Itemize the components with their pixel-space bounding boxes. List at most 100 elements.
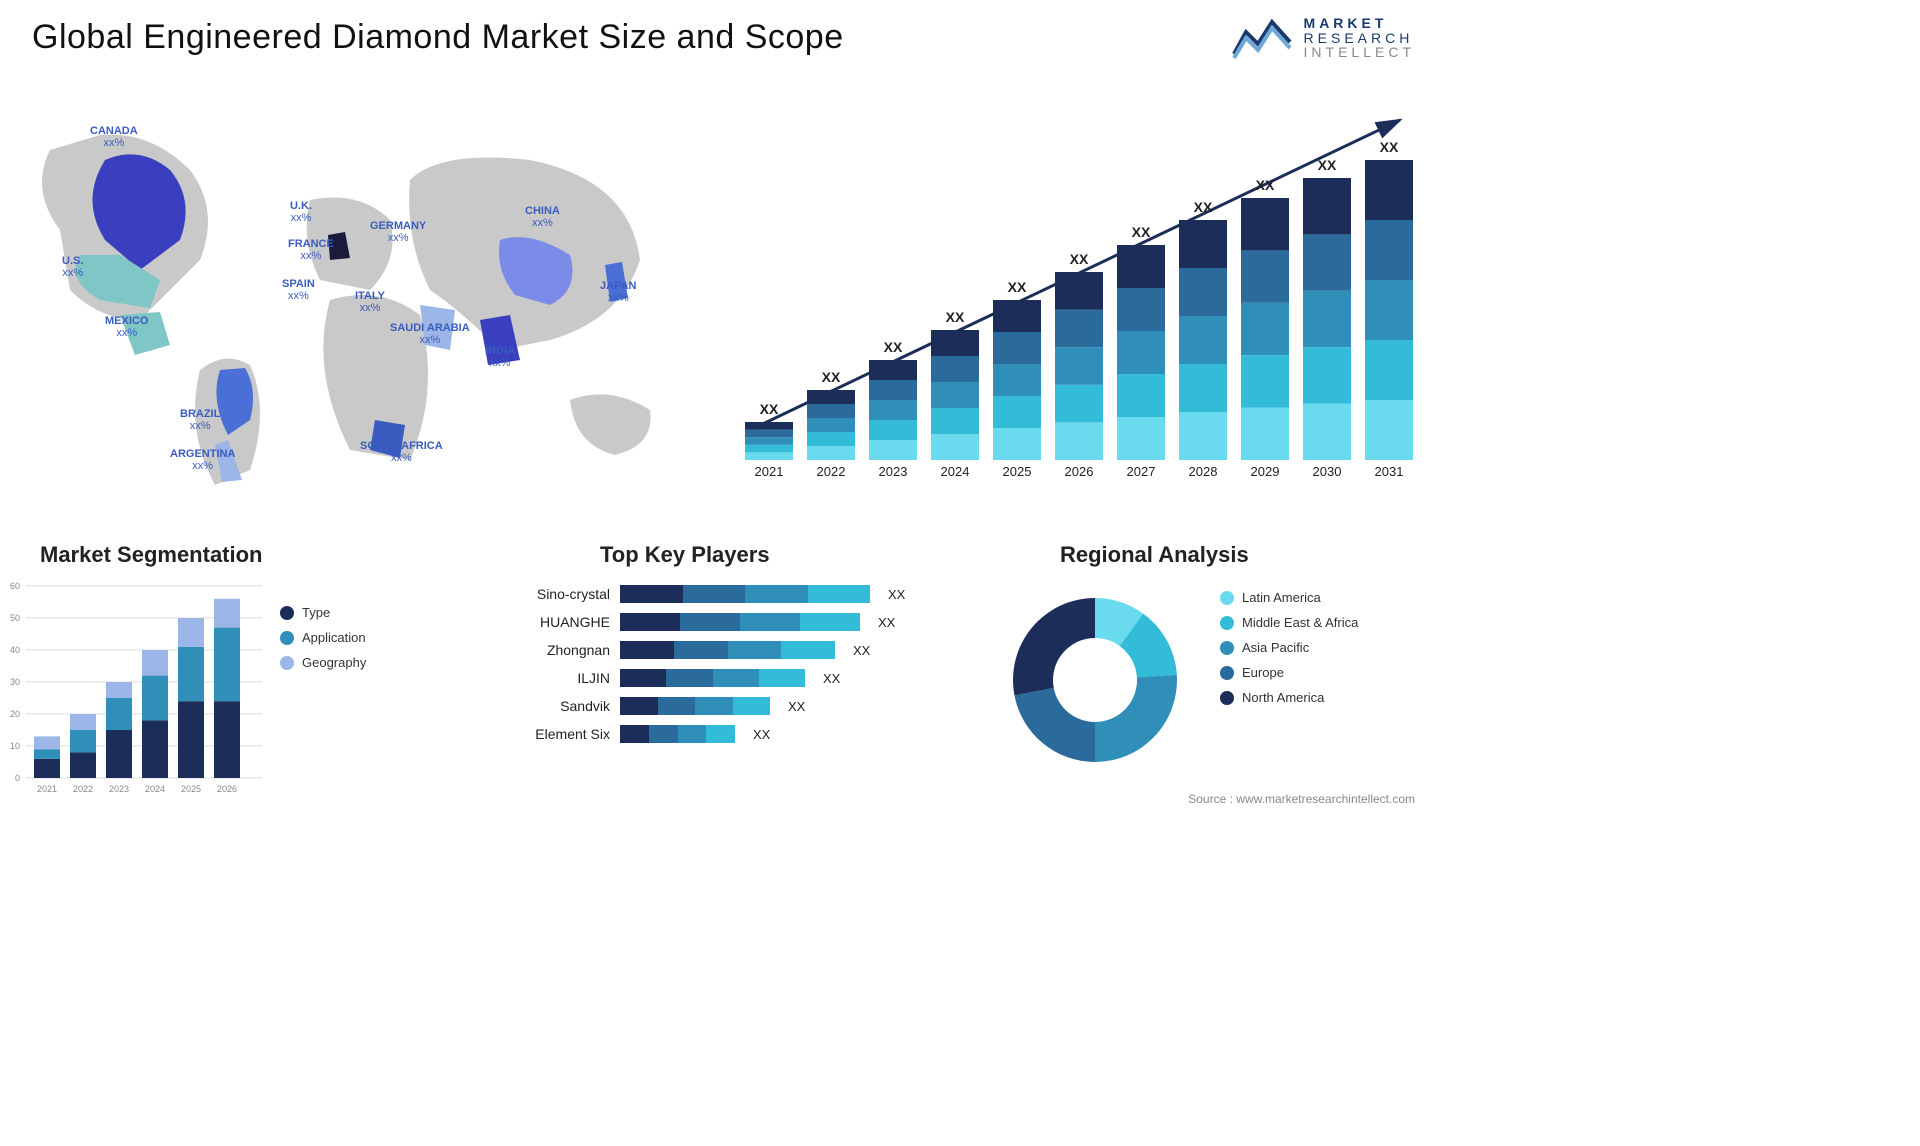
- keyplayer-row: Zhongnan XX: [500, 641, 960, 659]
- map-label-france: FRANCExx%: [288, 238, 334, 262]
- growth-svg: 2021 XX 2022 XX 2023 XX 2024 XX 2025 XX 2026 XX 2027…: [730, 100, 1420, 490]
- logo-icon: [1232, 14, 1292, 62]
- svg-text:0: 0: [15, 773, 20, 783]
- segmentation-title: Market Segmentation: [40, 542, 263, 568]
- keyplayers-rows: Sino-crystal XX HUANGHE XX Zhongnan XX ILJIN XX…: [500, 585, 960, 753]
- svg-text:2022: 2022: [73, 784, 93, 794]
- regional-legend-item: Latin America: [1220, 590, 1358, 605]
- svg-text:2025: 2025: [1003, 464, 1032, 479]
- svg-text:10: 10: [10, 741, 20, 751]
- segmentation-legend-item: Type: [280, 605, 366, 620]
- regional-legend-item: North America: [1220, 690, 1358, 705]
- map-label-germany: GERMANYxx%: [370, 220, 426, 244]
- segmentation-legend: Type Application Geography: [280, 605, 366, 680]
- svg-text:XX: XX: [760, 401, 779, 417]
- keyplayer-label: ILJIN: [500, 670, 610, 686]
- svg-text:XX: XX: [1070, 251, 1089, 267]
- keyplayer-label: HUANGHE: [500, 614, 610, 630]
- map-label-india: INDIAxx%: [485, 345, 515, 369]
- segmentation-legend-item: Geography: [280, 655, 366, 670]
- svg-text:20: 20: [10, 709, 20, 719]
- page-title: Global Engineered Diamond Market Size an…: [32, 18, 844, 57]
- keyplayer-value: XX: [888, 587, 905, 602]
- growth-bar-chart: 2021 XX 2022 XX 2023 XX 2024 XX 2025 XX 2026 XX 2027…: [730, 100, 1420, 490]
- keyplayer-row: HUANGHE XX: [500, 613, 960, 631]
- keyplayer-row: Element Six XX: [500, 725, 960, 743]
- map-label-japan: JAPANxx%: [600, 280, 636, 304]
- map-label-spain: SPAINxx%: [282, 278, 315, 302]
- keyplayer-label: Sino-crystal: [500, 586, 610, 602]
- svg-text:XX: XX: [1318, 157, 1337, 173]
- keyplayer-bar: [620, 641, 835, 659]
- keyplayers-title: Top Key Players: [600, 542, 770, 568]
- keyplayer-bar: [620, 725, 735, 743]
- keyplayer-row: ILJIN XX: [500, 669, 960, 687]
- svg-text:40: 40: [10, 645, 20, 655]
- svg-text:XX: XX: [1256, 177, 1275, 193]
- logo-line3: INTELLECT: [1304, 45, 1415, 60]
- regional-legend-item: Europe: [1220, 665, 1358, 680]
- keyplayer-value: XX: [753, 727, 770, 742]
- map-label-mexico: MEXICOxx%: [105, 315, 148, 339]
- svg-text:60: 60: [10, 581, 20, 591]
- keyplayer-value: XX: [823, 671, 840, 686]
- svg-text:2026: 2026: [1065, 464, 1094, 479]
- svg-text:XX: XX: [1132, 224, 1151, 240]
- segmentation-chart: 0102030405060202120222023202420252026: [2, 578, 262, 798]
- svg-text:2023: 2023: [109, 784, 129, 794]
- svg-text:2026: 2026: [217, 784, 237, 794]
- map-label-china: CHINAxx%: [525, 205, 560, 229]
- regional-legend: Latin America Middle East & Africa Asia Pa…: [1220, 590, 1358, 715]
- brand-logo: MARKET RESEARCH INTELLECT: [1232, 14, 1415, 62]
- svg-text:2029: 2029: [1251, 464, 1280, 479]
- world-map: CANADAxx% U.S.xx% MEXICOxx% BRAZILxx% ARGENT…: [10, 90, 690, 490]
- svg-text:2024: 2024: [941, 464, 970, 479]
- svg-text:2023: 2023: [879, 464, 908, 479]
- svg-text:2021: 2021: [755, 464, 784, 479]
- regional-donut: [995, 580, 1195, 780]
- svg-text:XX: XX: [822, 369, 841, 385]
- keyplayer-value: XX: [853, 643, 870, 658]
- map-label-southafrica: SOUTH AFRICAxx%: [360, 440, 443, 464]
- svg-text:XX: XX: [1008, 279, 1027, 295]
- map-label-us: U.S.xx%: [62, 255, 83, 279]
- logo-line2: RESEARCH: [1304, 31, 1415, 46]
- svg-text:XX: XX: [884, 339, 903, 355]
- svg-text:XX: XX: [1380, 139, 1399, 155]
- source-text: Source : www.marketresearchintellect.com: [1188, 792, 1415, 806]
- map-label-argentina: ARGENTINAxx%: [170, 448, 235, 472]
- svg-text:30: 30: [10, 677, 20, 687]
- svg-text:2024: 2024: [145, 784, 165, 794]
- svg-text:2030: 2030: [1313, 464, 1342, 479]
- regional-legend-item: Middle East & Africa: [1220, 615, 1358, 630]
- keyplayer-row: Sandvik XX: [500, 697, 960, 715]
- svg-text:XX: XX: [1194, 199, 1213, 215]
- keyplayer-value: XX: [788, 699, 805, 714]
- svg-text:50: 50: [10, 613, 20, 623]
- keyplayer-bar: [620, 613, 860, 631]
- keyplayer-label: Zhongnan: [500, 642, 610, 658]
- map-label-uk: U.K.xx%: [290, 200, 312, 224]
- keyplayer-bar: [620, 669, 805, 687]
- map-label-saudiarabia: SAUDI ARABIAxx%: [390, 322, 470, 346]
- map-label-brazil: BRAZILxx%: [180, 408, 220, 432]
- map-label-italy: ITALYxx%: [355, 290, 385, 314]
- keyplayer-row: Sino-crystal XX: [500, 585, 960, 603]
- map-svg: [10, 90, 690, 490]
- keyplayer-label: Sandvik: [500, 698, 610, 714]
- svg-text:2031: 2031: [1375, 464, 1404, 479]
- keyplayer-value: XX: [878, 615, 895, 630]
- svg-text:2027: 2027: [1127, 464, 1156, 479]
- svg-text:2021: 2021: [37, 784, 57, 794]
- key-players-panel: Top Key Players Sino-crystalXXHUANGHEXXZ…: [500, 560, 960, 810]
- keyplayer-label: Element Six: [500, 726, 610, 742]
- svg-text:2022: 2022: [817, 464, 846, 479]
- keyplayer-bar: [620, 697, 770, 715]
- keyplayer-bar: [620, 585, 870, 603]
- regional-analysis-panel: Regional Analysis Latin AmericaMiddle Ea…: [990, 560, 1430, 810]
- segmentation-legend-item: Application: [280, 630, 366, 645]
- map-label-canada: CANADAxx%: [90, 125, 138, 149]
- logo-line1: MARKET: [1304, 16, 1415, 31]
- regional-legend-item: Asia Pacific: [1220, 640, 1358, 655]
- market-segmentation-panel: Market Segmentation 01020304050602021202…: [10, 560, 450, 810]
